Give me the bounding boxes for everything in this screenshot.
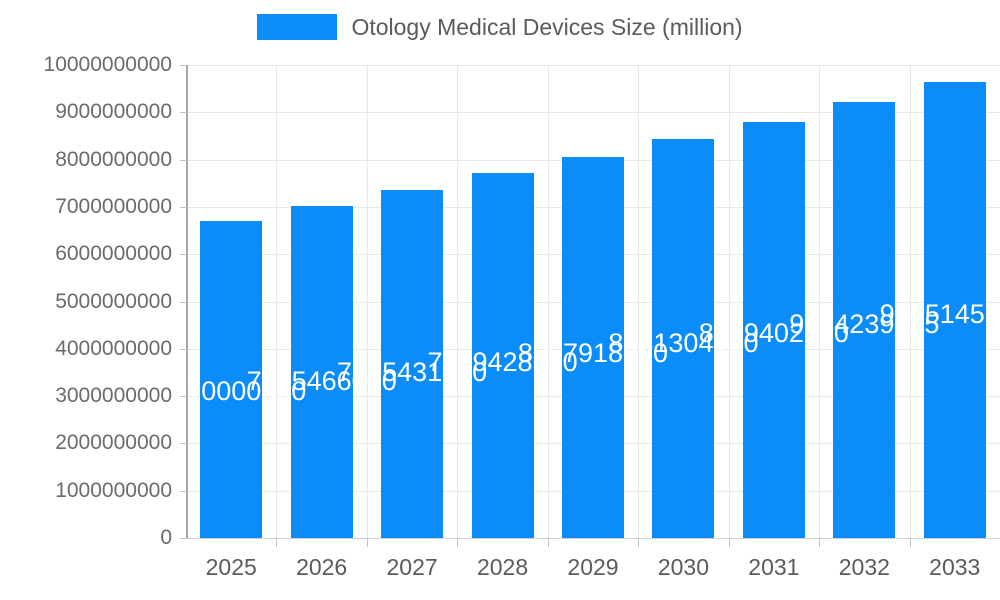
x-tick-label-2026: 2026 xyxy=(296,554,348,580)
bar-2025[interactable] xyxy=(200,220,263,538)
y-tick-mark xyxy=(180,112,187,114)
y-tick-label: 0 xyxy=(160,526,172,549)
bar-2028[interactable] xyxy=(471,173,534,538)
gridline-vertical xyxy=(638,65,639,538)
y-tick-label: 7000000000 xyxy=(55,194,172,218)
bar-2026[interactable] xyxy=(290,205,353,538)
legend-item-label: Otology Medical Devices Size (million) xyxy=(351,13,743,40)
y-tick-mark xyxy=(180,538,187,539)
bar-2031[interactable] xyxy=(742,121,805,538)
x-tick-label-2033: 2033 xyxy=(929,554,981,580)
x-tick-label-2025: 2025 xyxy=(205,554,257,580)
gridline-vertical xyxy=(910,65,911,538)
y-axis-line xyxy=(186,65,188,539)
x-tick-mark xyxy=(819,539,820,547)
x-tick-mark xyxy=(276,539,277,547)
bar-2033[interactable] xyxy=(923,81,986,538)
y-tick-mark xyxy=(180,348,187,350)
y-tick-mark xyxy=(180,443,187,445)
x-tick-label-2028: 2028 xyxy=(476,554,529,580)
plot-area: 6710000000702546600073554313007709428300… xyxy=(186,65,1000,538)
y-tick-label: 2000000000 xyxy=(55,431,172,455)
x-tick-mark xyxy=(638,539,639,547)
x-tick-mark xyxy=(548,539,549,547)
y-tick-mark xyxy=(180,65,187,66)
x-tick-label-2032: 2032 xyxy=(838,554,890,580)
y-tick-label: 4000000000 xyxy=(55,336,172,360)
x-axis-line xyxy=(186,538,1000,539)
gridline-vertical xyxy=(457,65,458,538)
y-tick-mark xyxy=(180,396,187,398)
y-tick-mark xyxy=(180,490,187,492)
gridline-horizontal xyxy=(186,112,1000,113)
y-tick-mark xyxy=(180,159,187,161)
y-tick-label: 5000000000 xyxy=(55,289,172,313)
x-tick-label-2031: 2031 xyxy=(748,554,800,580)
y-tick-label: 8000000000 xyxy=(55,147,172,171)
legend-color-swatch-icon xyxy=(257,14,338,40)
y-tick-label: 3000000000 xyxy=(55,384,172,408)
bar-2029[interactable] xyxy=(562,156,624,538)
bar-2027[interactable] xyxy=(381,190,444,538)
legend-item-otology-medical-devices-size[interactable]: Otology Medical Devices Size (million) xyxy=(257,13,743,40)
y-tick-mark xyxy=(180,206,187,208)
bar-2032[interactable] xyxy=(833,101,896,538)
x-tick-label-2027: 2027 xyxy=(386,554,438,580)
x-tick-mark xyxy=(367,539,368,547)
gridline-vertical xyxy=(548,65,549,538)
y-tick-label: 9000000000 xyxy=(55,100,172,124)
gridline-vertical xyxy=(729,65,730,538)
x-tick-label-2029: 2029 xyxy=(567,554,619,580)
x-tick-mark xyxy=(729,539,730,547)
y-tick-label: 1000000000 xyxy=(55,478,172,502)
bar-2030[interactable] xyxy=(652,139,715,538)
gridline-vertical xyxy=(367,65,368,538)
gridline-vertical xyxy=(276,65,277,538)
y-tick-mark xyxy=(180,301,187,303)
y-tick-mark xyxy=(180,254,187,256)
x-tick-mark xyxy=(910,539,911,547)
plot-clip-region: 6710000000702546600073554313007709428300… xyxy=(186,65,1000,538)
x-tick-mark xyxy=(457,539,458,547)
chart-legend: Otology Medical Devices Size (million) xyxy=(0,14,1000,40)
y-tick-label: 10000000000 xyxy=(43,53,172,76)
y-tick-label: 6000000000 xyxy=(55,242,172,266)
x-tick-label-2030: 2030 xyxy=(657,554,710,580)
gridline-horizontal xyxy=(186,65,1000,66)
gridline-vertical xyxy=(819,65,820,538)
